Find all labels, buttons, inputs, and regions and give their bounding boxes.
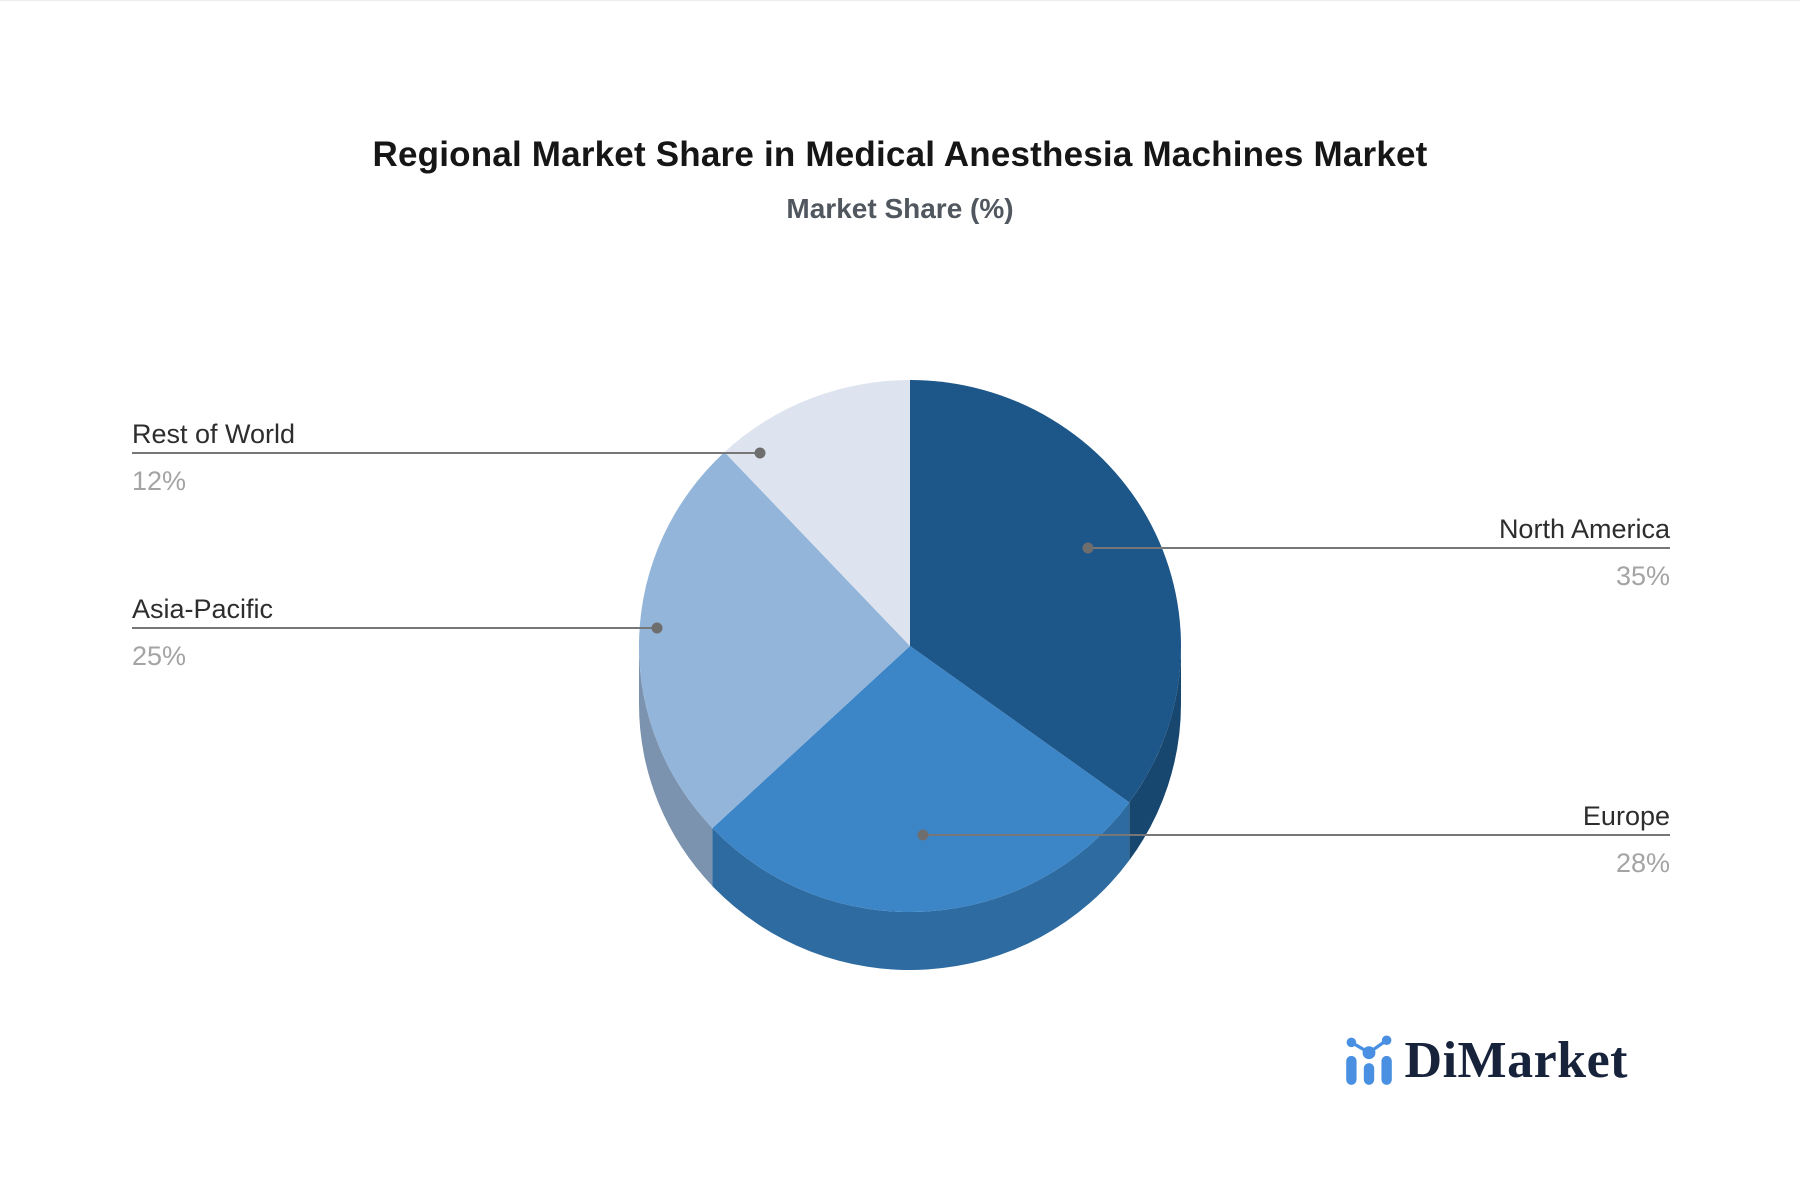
label-value-rest-of-world: 12% — [132, 466, 186, 496]
label-dot-asia-pacific — [651, 622, 663, 634]
label-value-europe: 28% — [1616, 848, 1670, 878]
pie-slice-side-asia-pacific — [639, 646, 713, 887]
pie-slice-europe[interactable] — [712, 646, 1130, 913]
label-value-asia-pacific: 25% — [132, 641, 186, 671]
pie-slice-side-europe — [712, 802, 1130, 970]
dimarket-logo[interactable]: DiMarket — [1343, 1033, 1628, 1089]
pie-slice-asia-pacific[interactable] — [639, 452, 910, 829]
label-dot-rest-of-world — [754, 447, 766, 459]
dimarket-logo-text: DiMarket — [1404, 1032, 1628, 1089]
label-name-europe: Europe — [1583, 801, 1670, 831]
chart-title: Regional Market Share in Medical Anesthe… — [372, 135, 1428, 174]
label-value-north-america: 35% — [1616, 561, 1670, 591]
label-name-north-america: North America — [1499, 514, 1671, 544]
label-dot-north-america — [1082, 542, 1094, 554]
pie-slice-north-america[interactable] — [910, 380, 1181, 803]
chart-subtitle: Market Share (%) — [786, 193, 1014, 224]
bar-line-chart-icon — [1345, 1035, 1392, 1085]
pie-slice-rest-of-world[interactable] — [724, 380, 910, 646]
label-name-rest-of-world: Rest of World — [132, 419, 295, 449]
label-dot-europe — [917, 829, 929, 841]
label-name-asia-pacific: Asia-Pacific — [132, 594, 273, 624]
pie-slice-side-north-america — [1129, 646, 1181, 861]
